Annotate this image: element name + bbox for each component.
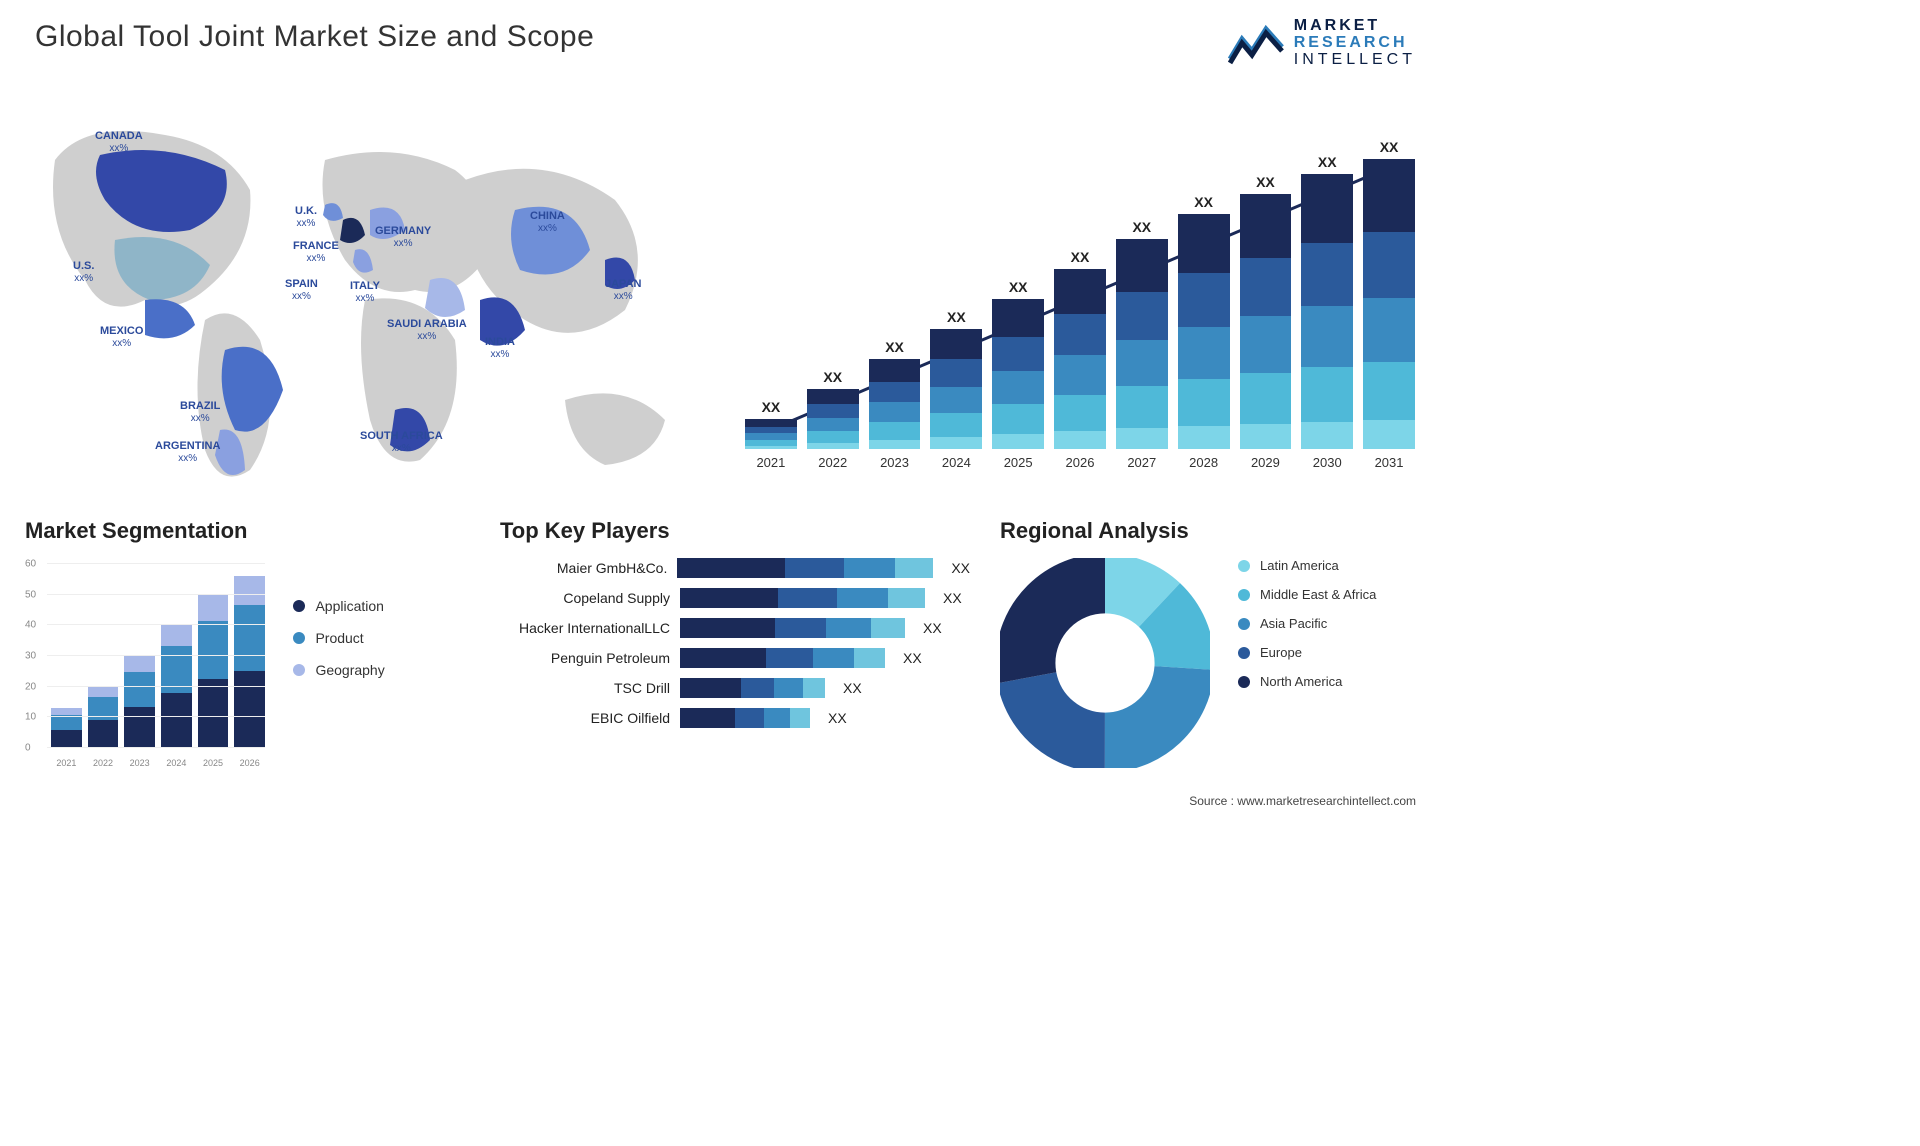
growth-bar-2027: XX2027 bbox=[1116, 219, 1168, 470]
segmentation-title: Market Segmentation bbox=[25, 518, 465, 544]
region-legend-item: Latin America bbox=[1238, 558, 1376, 573]
growth-bar-2028: XX2028 bbox=[1178, 194, 1230, 470]
seg-bar-2021 bbox=[51, 708, 82, 748]
regional-panel: Regional Analysis Latin America Middle Ea… bbox=[1000, 518, 1430, 768]
logo-line2: RESEARCH bbox=[1294, 35, 1416, 52]
map-label-germany: GERMANYxx% bbox=[375, 225, 431, 249]
logo-line3: INTELLECT bbox=[1294, 52, 1416, 69]
player-row: Hacker InternationalLLCXX bbox=[500, 618, 970, 638]
segmentation-panel: Market Segmentation 0102030405060 202120… bbox=[25, 518, 465, 768]
seg-bar-2023 bbox=[124, 656, 155, 748]
region-legend-item: Asia Pacific bbox=[1238, 616, 1376, 631]
region-legend-item: Europe bbox=[1238, 645, 1376, 660]
seg-bar-2022 bbox=[88, 687, 119, 748]
growth-bar-2022: XX2022 bbox=[807, 369, 859, 470]
map-label-china: CHINAxx% bbox=[530, 210, 565, 234]
logo-icon bbox=[1228, 21, 1284, 65]
regional-title: Regional Analysis bbox=[1000, 518, 1430, 544]
region-legend-item: Middle East & Africa bbox=[1238, 587, 1376, 602]
player-row: TSC DrillXX bbox=[500, 678, 970, 698]
seg-bar-2025 bbox=[198, 595, 229, 748]
growth-bar-2023: XX2023 bbox=[869, 339, 921, 470]
source-text: Source : www.marketresearchintellect.com bbox=[1189, 794, 1416, 808]
growth-bar-2031: XX2031 bbox=[1363, 139, 1415, 470]
region-legend-item: North America bbox=[1238, 674, 1376, 689]
player-row: EBIC OilfieldXX bbox=[500, 708, 970, 728]
map-label-argentina: ARGENTINAxx% bbox=[155, 440, 220, 464]
map-label-spain: SPAINxx% bbox=[285, 278, 318, 302]
seg-bar-2026 bbox=[234, 576, 265, 748]
growth-bar-2024: XX2024 bbox=[930, 309, 982, 470]
page-title: Global Tool Joint Market Size and Scope bbox=[35, 20, 594, 54]
players-title: Top Key Players bbox=[500, 518, 970, 544]
growth-bar-2029: XX2029 bbox=[1240, 174, 1292, 470]
seg-legend-geography: Geography bbox=[293, 662, 384, 678]
map-label-us: U.S.xx% bbox=[73, 260, 94, 284]
regional-donut bbox=[1000, 558, 1210, 768]
map-label-japan: JAPANxx% bbox=[605, 278, 641, 302]
map-label-uk: U.K.xx% bbox=[295, 205, 317, 229]
logo-line1: MARKET bbox=[1294, 18, 1416, 35]
map-label-mexico: MEXICOxx% bbox=[100, 325, 143, 349]
brand-logo: MARKET RESEARCH INTELLECT bbox=[1228, 18, 1416, 68]
map-label-canada: CANADAxx% bbox=[95, 130, 143, 154]
growth-bar-2030: XX2030 bbox=[1301, 154, 1353, 470]
map-label-france: FRANCExx% bbox=[293, 240, 339, 264]
map-label-india: INDIAxx% bbox=[485, 336, 515, 360]
map-label-saudiarabia: SAUDI ARABIAxx% bbox=[387, 318, 467, 342]
regional-legend: Latin America Middle East & Africa Asia Pa… bbox=[1238, 558, 1376, 703]
growth-bar-2025: XX2025 bbox=[992, 279, 1044, 470]
world-map: CANADAxx% U.S.xx% MEXICOxx% BRAZILxx% ARGENT… bbox=[25, 100, 695, 500]
map-label-brazil: BRAZILxx% bbox=[180, 400, 220, 424]
growth-chart: XX2021XX2022XX2023XX2024XX2025XX2026XX20… bbox=[745, 100, 1415, 500]
segmentation-legend: Application Product Geography bbox=[293, 598, 384, 694]
seg-legend-application: Application bbox=[293, 598, 384, 614]
player-row: Penguin PetroleumXX bbox=[500, 648, 970, 668]
player-row: Copeland SupplyXX bbox=[500, 588, 970, 608]
growth-bar-2026: XX2026 bbox=[1054, 249, 1106, 470]
map-label-southafrica: SOUTH AFRICAxx% bbox=[360, 430, 443, 454]
players-panel: Top Key Players Maier GmbH&Co.XX Copeland… bbox=[500, 518, 970, 738]
growth-bar-2021: XX2021 bbox=[745, 399, 797, 470]
map-label-italy: ITALYxx% bbox=[350, 280, 380, 304]
seg-bar-2024 bbox=[161, 625, 192, 748]
player-row: Maier GmbH&Co.XX bbox=[500, 558, 970, 578]
segmentation-chart: 0102030405060 202120222023202420252026 bbox=[25, 558, 265, 768]
seg-legend-product: Product bbox=[293, 630, 384, 646]
